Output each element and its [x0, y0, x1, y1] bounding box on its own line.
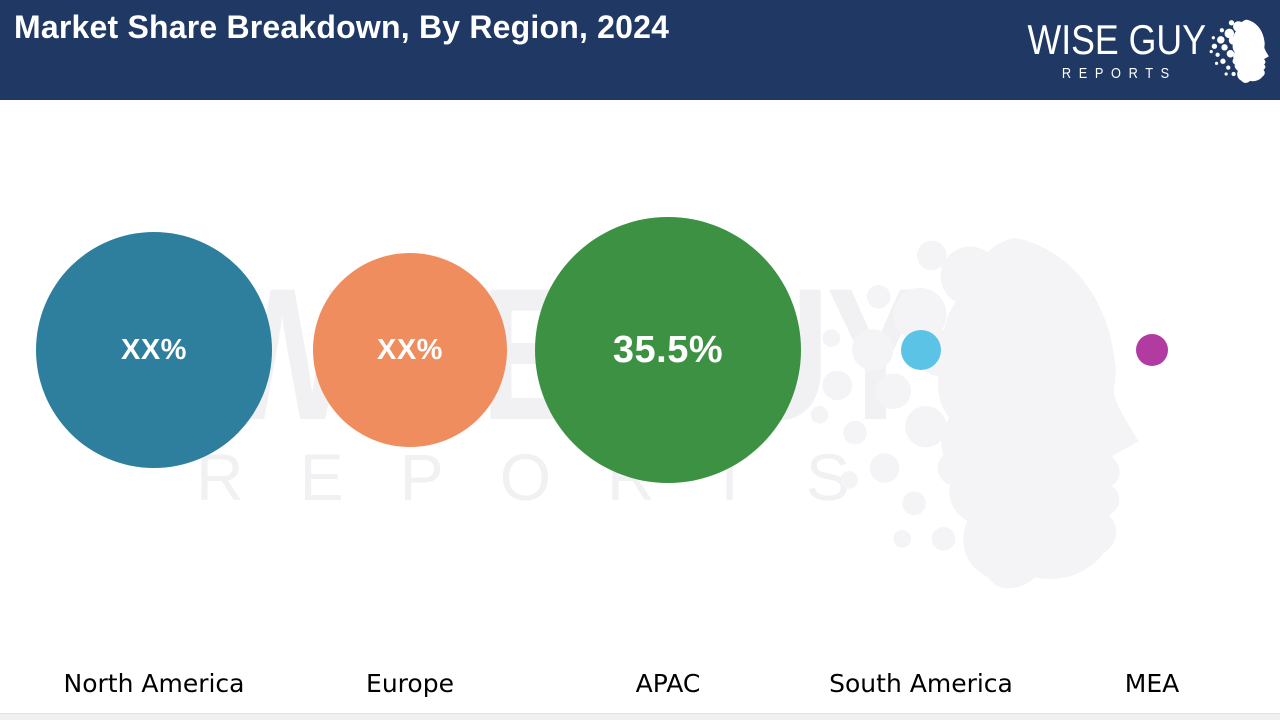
bubble-north-america-value: XX% — [121, 333, 187, 366]
category-label-europe: Europe — [366, 669, 454, 698]
bubble-europe-value: XX% — [377, 333, 443, 366]
brand-logo: WISE GUY REPORTS — [996, 5, 1272, 95]
head-silhouette-icon — [1208, 10, 1272, 90]
category-label-north-america: North America — [63, 669, 245, 698]
watermark-head-silhouette-icon — [798, 220, 1160, 592]
logo-wordmark-line2: REPORTS — [1061, 64, 1177, 82]
footer-strip — [0, 713, 1280, 720]
category-label-mea: MEA — [1124, 669, 1180, 698]
bubble-apac: 35.5% — [535, 217, 801, 483]
category-label-apac: APAC — [635, 669, 701, 698]
bubble-mea — [1136, 334, 1168, 366]
header-bar: Market Share Breakdown, By Region, 2024 … — [0, 0, 1280, 100]
bubble-south-america — [901, 330, 941, 370]
bubble-apac-value: 35.5% — [612, 328, 724, 371]
logo-wordmark-line1: WISE GUY — [1027, 15, 1206, 63]
logo-wordmark: WISE GUY REPORTS — [1027, 15, 1206, 82]
page-title: Market Share Breakdown, By Region, 2024 — [14, 9, 670, 45]
bubble-europe: XX% — [313, 253, 507, 447]
category-label-south-america: South America — [829, 669, 1013, 698]
bubble-north-america: XX% — [36, 232, 272, 468]
